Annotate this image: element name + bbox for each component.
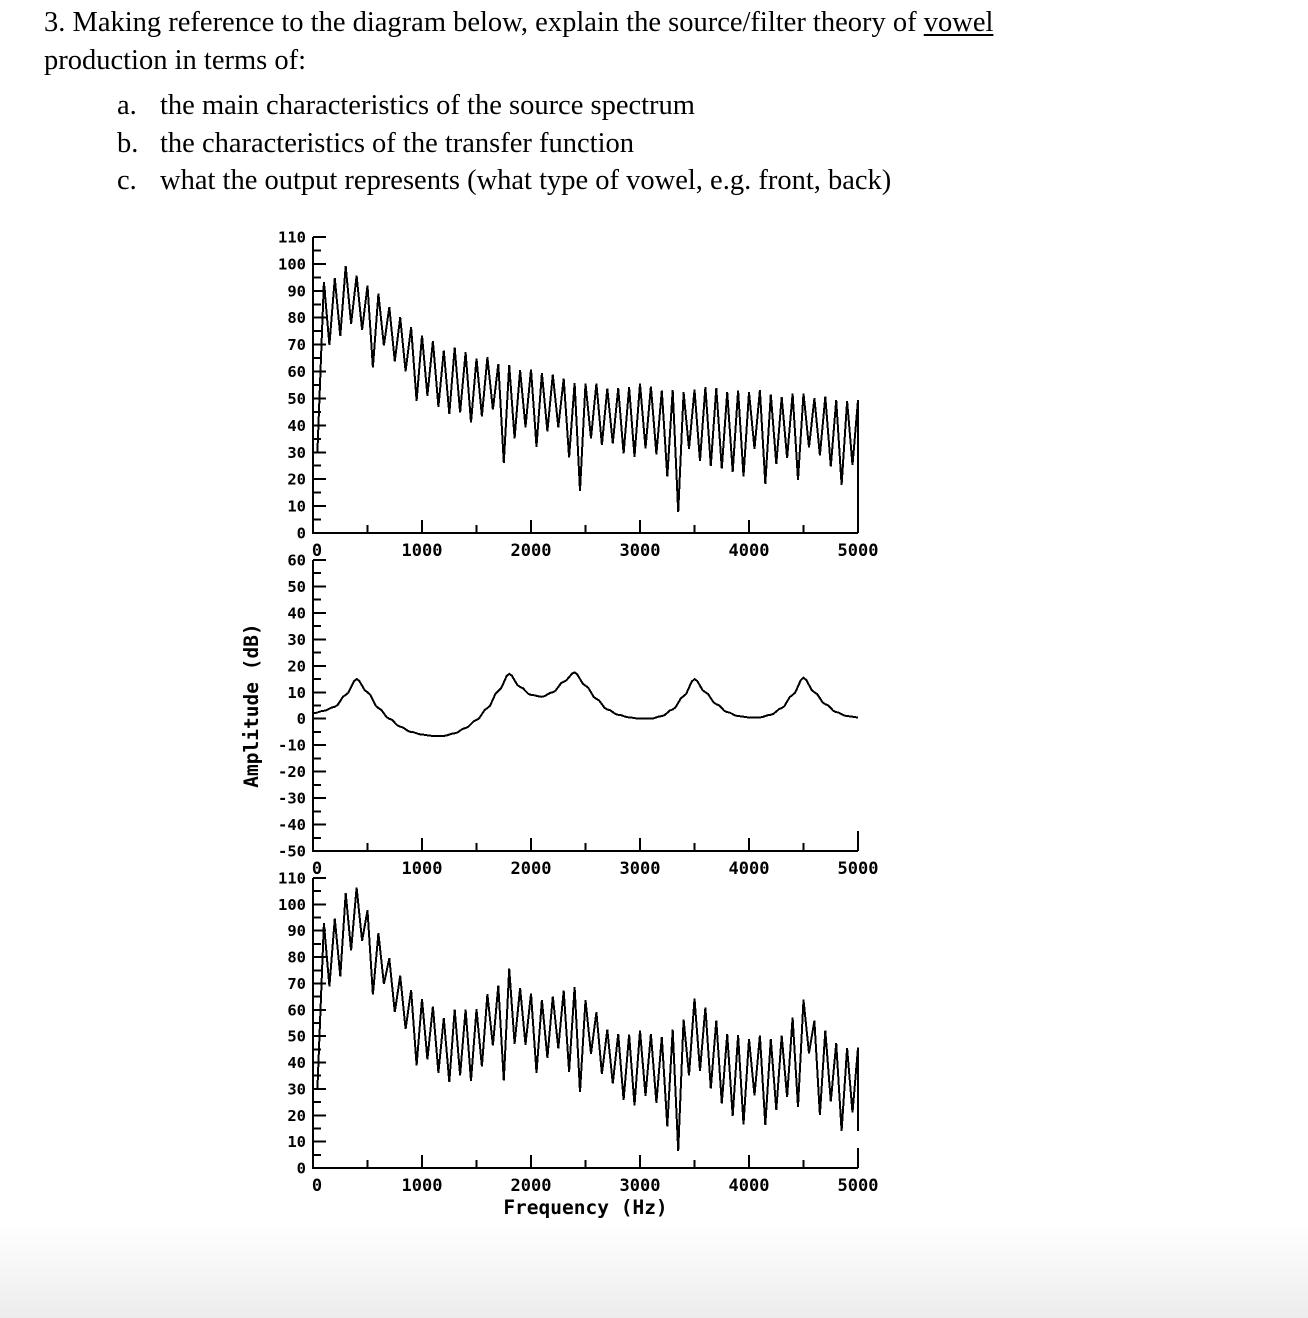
- y-tick-label: 110: [278, 870, 306, 888]
- item-label: a.: [117, 90, 137, 121]
- transfer-function-plot: 60 50 40 30 20 10 0 -10 -20 -30 -40 -50 0 1000 2000 300…: [278, 552, 878, 880]
- y-tick-label: 30: [287, 631, 306, 649]
- spectrum-curve: [316, 887, 859, 1151]
- y-tick-label: 0: [297, 525, 306, 543]
- item-text: what the output represents (what type of…: [160, 165, 892, 196]
- y-tick-label: 100: [278, 255, 306, 273]
- y-tick-label: 20: [287, 1107, 306, 1125]
- y-tick-label: 40: [287, 1054, 306, 1072]
- x-tick-label: 5000: [838, 541, 879, 561]
- question-line-1: 3. Making reference to the diagram below…: [44, 4, 1264, 42]
- y-tick-label: 0: [297, 710, 306, 728]
- y-tick-label: 100: [278, 896, 306, 914]
- y-tick-label: 80: [287, 309, 306, 327]
- x-tick-label: 0: [312, 1176, 322, 1196]
- y-tick-label: 10: [287, 684, 306, 702]
- y-tick-label: 20: [287, 471, 306, 489]
- y-tick-label: 70: [287, 975, 306, 993]
- question-line1-text: 3. Making reference to the diagram below…: [44, 7, 924, 38]
- item-text: the main characteristics of the source s…: [160, 90, 695, 121]
- x-tick-label: 2000: [511, 859, 552, 879]
- x-tick-label: 5000: [838, 1176, 879, 1196]
- x-tick-label: 1000: [402, 541, 443, 561]
- x-tick-label: 1000: [402, 859, 443, 879]
- y-tick-label: 60: [287, 363, 306, 381]
- y-tick-label: 90: [287, 922, 306, 940]
- y-tick-label: 60: [287, 552, 306, 570]
- item-label: b.: [117, 127, 139, 159]
- y-tick-label: 10: [287, 1133, 306, 1151]
- x-tick-label: 4000: [729, 541, 770, 561]
- x-tick-label: 2000: [511, 1176, 552, 1196]
- y-tick-label: 20: [287, 657, 306, 675]
- x-tick-label: 5000: [838, 859, 879, 879]
- y-tick-label: 80: [287, 949, 306, 967]
- y-tick-label: -50: [278, 843, 306, 861]
- y-tick-label: 0: [297, 1160, 306, 1178]
- y-tick-label: 40: [287, 417, 306, 435]
- question-line-2: production in terms of:: [44, 44, 306, 76]
- x-tick-label: 0: [312, 541, 322, 561]
- y-tick-label: -10: [278, 737, 306, 755]
- spectrum-curve: [316, 266, 859, 523]
- y-tick-label: -40: [278, 816, 306, 834]
- y-tick-label: 50: [287, 1028, 306, 1046]
- x-tick-label: 3000: [620, 1176, 661, 1196]
- y-tick-label: 30: [287, 1080, 306, 1098]
- y-tick-label: -20: [278, 763, 306, 781]
- y-tick-label: -30: [278, 790, 306, 808]
- y-tick-label: 30: [287, 444, 306, 462]
- item-text: the characteristics of the transfer func…: [160, 127, 634, 159]
- y-tick-label: 70: [287, 336, 306, 354]
- x-axis-title: Frequency (Hz): [503, 1196, 667, 1219]
- x-tick-label: 4000: [729, 859, 770, 879]
- item-label: c.: [117, 165, 137, 196]
- y-tick-label: 10: [287, 498, 306, 516]
- y-tick-label: 90: [287, 282, 306, 300]
- question-item-a: a. the main characteristics of the source…: [117, 87, 1264, 125]
- x-tick-label: 4000: [729, 1176, 770, 1196]
- y-tick-label: 50: [287, 390, 306, 408]
- x-tick-label: 3000: [620, 541, 661, 561]
- y-axis-title: Amplitude (dB): [240, 623, 263, 787]
- y-tick-label: 60: [287, 1001, 306, 1019]
- axis-frame: [312, 560, 858, 852]
- x-tick-label: 2000: [511, 541, 552, 561]
- question-underlined-word: vowel: [923, 7, 994, 38]
- x-tick-label: 3000: [620, 859, 661, 879]
- x-tick-label: 0: [312, 859, 322, 879]
- x-tick-label: 1000: [402, 1176, 443, 1196]
- question-items: a. the main characteristics of the source…: [44, 87, 1264, 200]
- transfer-curve: [312, 671, 859, 737]
- y-tick-label: 40: [287, 604, 306, 622]
- question-item-c: c. what the output represents (what type …: [117, 162, 1264, 200]
- axis-frame: [312, 878, 858, 1169]
- y-tick-label: 110: [278, 229, 306, 247]
- question-item-b: b. the characteristics of the transfer fu…: [117, 125, 1264, 163]
- question-block: 3. Making reference to the diagram below…: [44, 4, 1264, 200]
- y-tick-label: 50: [287, 578, 306, 596]
